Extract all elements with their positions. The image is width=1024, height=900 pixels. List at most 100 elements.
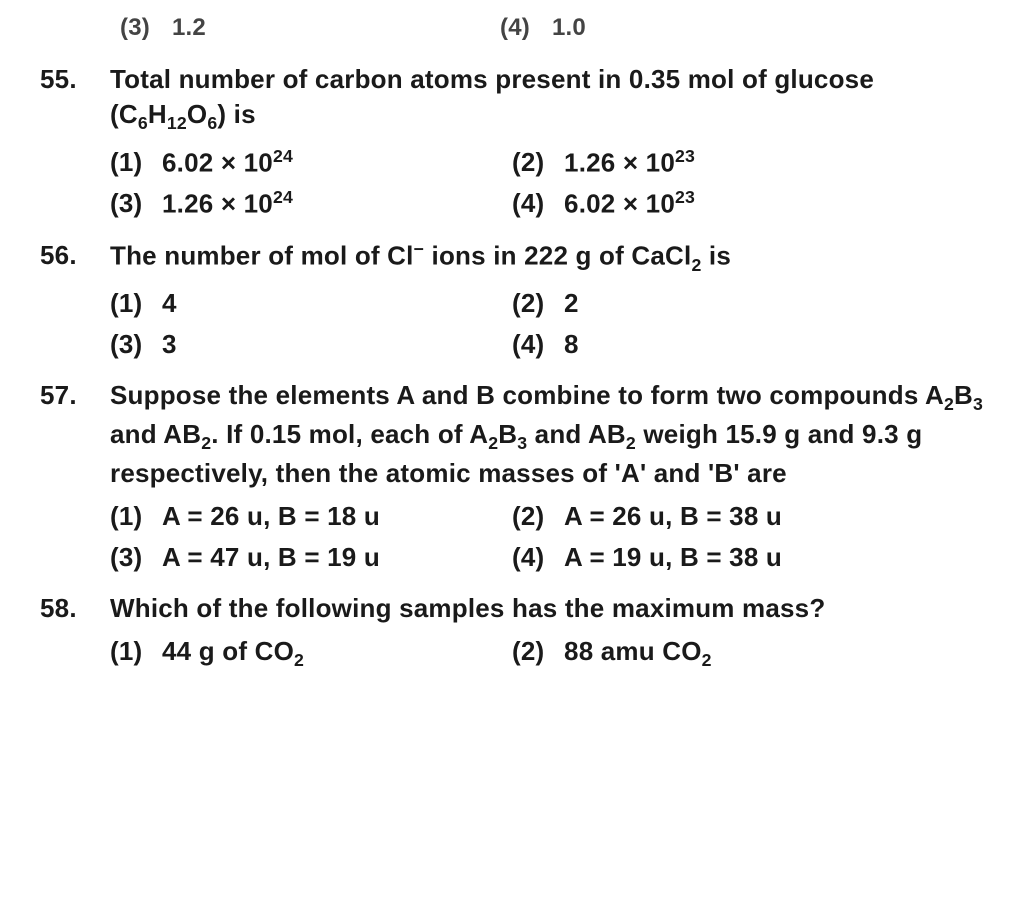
question-56: 56. The number of mol of Cl− ions in 222…: [40, 238, 984, 368]
option-val: 6.02 × 10: [162, 147, 273, 177]
option-val: 6.02 × 10: [564, 189, 675, 219]
option-text: 4: [162, 286, 177, 321]
option-text: 6.02 × 1024: [162, 145, 293, 181]
option-3: (3)A = 47 u, B = 19 u: [110, 540, 512, 575]
option-2: (2)2: [512, 286, 914, 321]
subscript: 2: [488, 433, 498, 453]
option-number: (4): [500, 12, 552, 44]
option-text: A = 26 u, B = 38 u: [564, 499, 782, 534]
option-text: 1.26 × 1024: [162, 186, 293, 222]
stem-text: B: [954, 380, 973, 410]
option-val: 88 amu CO: [564, 636, 702, 666]
question-stem: Which of the following samples has the m…: [110, 591, 984, 626]
stem-text: and AB: [110, 419, 201, 449]
stem-text: B: [498, 419, 517, 449]
option-val: 1.26 × 10: [162, 189, 273, 219]
option-number: (3): [110, 540, 162, 575]
option-1: (1)44 g of CO2: [110, 634, 512, 673]
option-1: (1)A = 26 u, B = 18 u: [110, 499, 512, 534]
question-number: 56.: [40, 238, 110, 368]
option-text: 1.26 × 1023: [564, 145, 695, 181]
options: (1)44 g of CO2 (2)88 amu CO2: [110, 634, 984, 679]
option-text: 2: [564, 286, 579, 321]
subscript: 6: [138, 114, 148, 134]
question-body: Total number of carbon atoms present in …: [110, 62, 984, 228]
subscript: 2: [294, 651, 304, 671]
option-1: (1)4: [110, 286, 512, 321]
option-text: 3: [162, 327, 177, 362]
subscript: 3: [517, 433, 527, 453]
partial-options-row: (3) 1.2 (4) 1.0: [120, 12, 984, 50]
stem-text: The number of mol of Cl: [110, 241, 414, 271]
subscript: 2: [702, 651, 712, 671]
options: (1)4 (2)2 (3)3 (4)8: [110, 286, 984, 368]
option-4: (4)A = 19 u, B = 38 u: [512, 540, 914, 575]
subscript: 2: [626, 433, 636, 453]
option-number: (3): [110, 186, 162, 222]
question-57: 57. Suppose the elements A and B combine…: [40, 378, 984, 581]
option-2: (2)1.26 × 1023: [512, 145, 914, 181]
partial-opt-4: (4) 1.0: [500, 12, 880, 44]
option-3: (3)1.26 × 1024: [110, 186, 512, 222]
subscript: 2: [944, 394, 954, 414]
option-val: 1.26 × 10: [564, 147, 675, 177]
option-number: (1): [110, 499, 162, 534]
question-stem: Total number of carbon atoms present in …: [110, 62, 984, 136]
option-number: (2): [512, 634, 564, 673]
option-text: 1.2: [172, 12, 206, 44]
option-2: (2)88 amu CO2: [512, 634, 914, 673]
superscript: 23: [675, 187, 695, 207]
question-body: Suppose the elements A and B combine to …: [110, 378, 984, 581]
subscript: 6: [207, 114, 217, 134]
stem-text: Suppose the elements A and B combine to …: [110, 380, 944, 410]
stem-text: ) is: [217, 99, 255, 129]
option-text: 1.0: [552, 12, 586, 44]
option-number: (3): [110, 327, 162, 362]
stem-text: O: [187, 99, 207, 129]
stem-text: and AB: [527, 419, 626, 449]
superscript: 24: [273, 187, 293, 207]
question-body: Which of the following samples has the m…: [110, 591, 984, 679]
option-number: (4): [512, 540, 564, 575]
superscript: 24: [273, 146, 293, 166]
option-number: (2): [512, 499, 564, 534]
option-text: 88 amu CO2: [564, 634, 712, 673]
option-text: 8: [564, 327, 579, 362]
question-stem: The number of mol of Cl− ions in 222 g o…: [110, 238, 984, 278]
option-number: (4): [512, 327, 564, 362]
option-text: A = 26 u, B = 18 u: [162, 499, 380, 534]
question-55: 55. Total number of carbon atoms present…: [40, 62, 984, 228]
option-text: 6.02 × 1023: [564, 186, 695, 222]
subscript: 2: [201, 433, 211, 453]
subscript: 2: [691, 255, 701, 275]
option-1: (1)6.02 × 1024: [110, 145, 512, 181]
option-number: (1): [110, 286, 162, 321]
option-text: A = 47 u, B = 19 u: [162, 540, 380, 575]
question-stem: Suppose the elements A and B combine to …: [110, 378, 984, 491]
option-number: (4): [512, 186, 564, 222]
stem-text: . If 0.15 mol, each of A: [211, 419, 488, 449]
option-text: 44 g of CO2: [162, 634, 304, 673]
question-58: 58. Which of the following samples has t…: [40, 591, 984, 679]
option-number: (1): [110, 634, 162, 673]
exam-page: (3) 1.2 (4) 1.0 55. Total number of carb…: [0, 0, 1024, 700]
option-number: (2): [512, 286, 564, 321]
options: (1)A = 26 u, B = 18 u (2)A = 26 u, B = 3…: [110, 499, 984, 581]
partial-opt-3: (3) 1.2: [120, 12, 500, 44]
question-number: 57.: [40, 378, 110, 581]
subscript: 3: [973, 394, 983, 414]
option-2: (2)A = 26 u, B = 38 u: [512, 499, 914, 534]
stem-text: H: [148, 99, 167, 129]
stem-text: ions in 222 g of CaCl: [424, 241, 691, 271]
options: (1)6.02 × 1024 (2)1.26 × 1023 (3)1.26 × …: [110, 145, 984, 229]
superscript: 23: [675, 146, 695, 166]
question-body: The number of mol of Cl− ions in 222 g o…: [110, 238, 984, 368]
option-number: (3): [120, 12, 172, 44]
option-number: (1): [110, 145, 162, 181]
option-4: (4)6.02 × 1023: [512, 186, 914, 222]
superscript: −: [414, 239, 425, 259]
option-text: A = 19 u, B = 38 u: [564, 540, 782, 575]
option-val: 44 g of CO: [162, 636, 294, 666]
option-number: (2): [512, 145, 564, 181]
stem-text: is: [702, 241, 732, 271]
